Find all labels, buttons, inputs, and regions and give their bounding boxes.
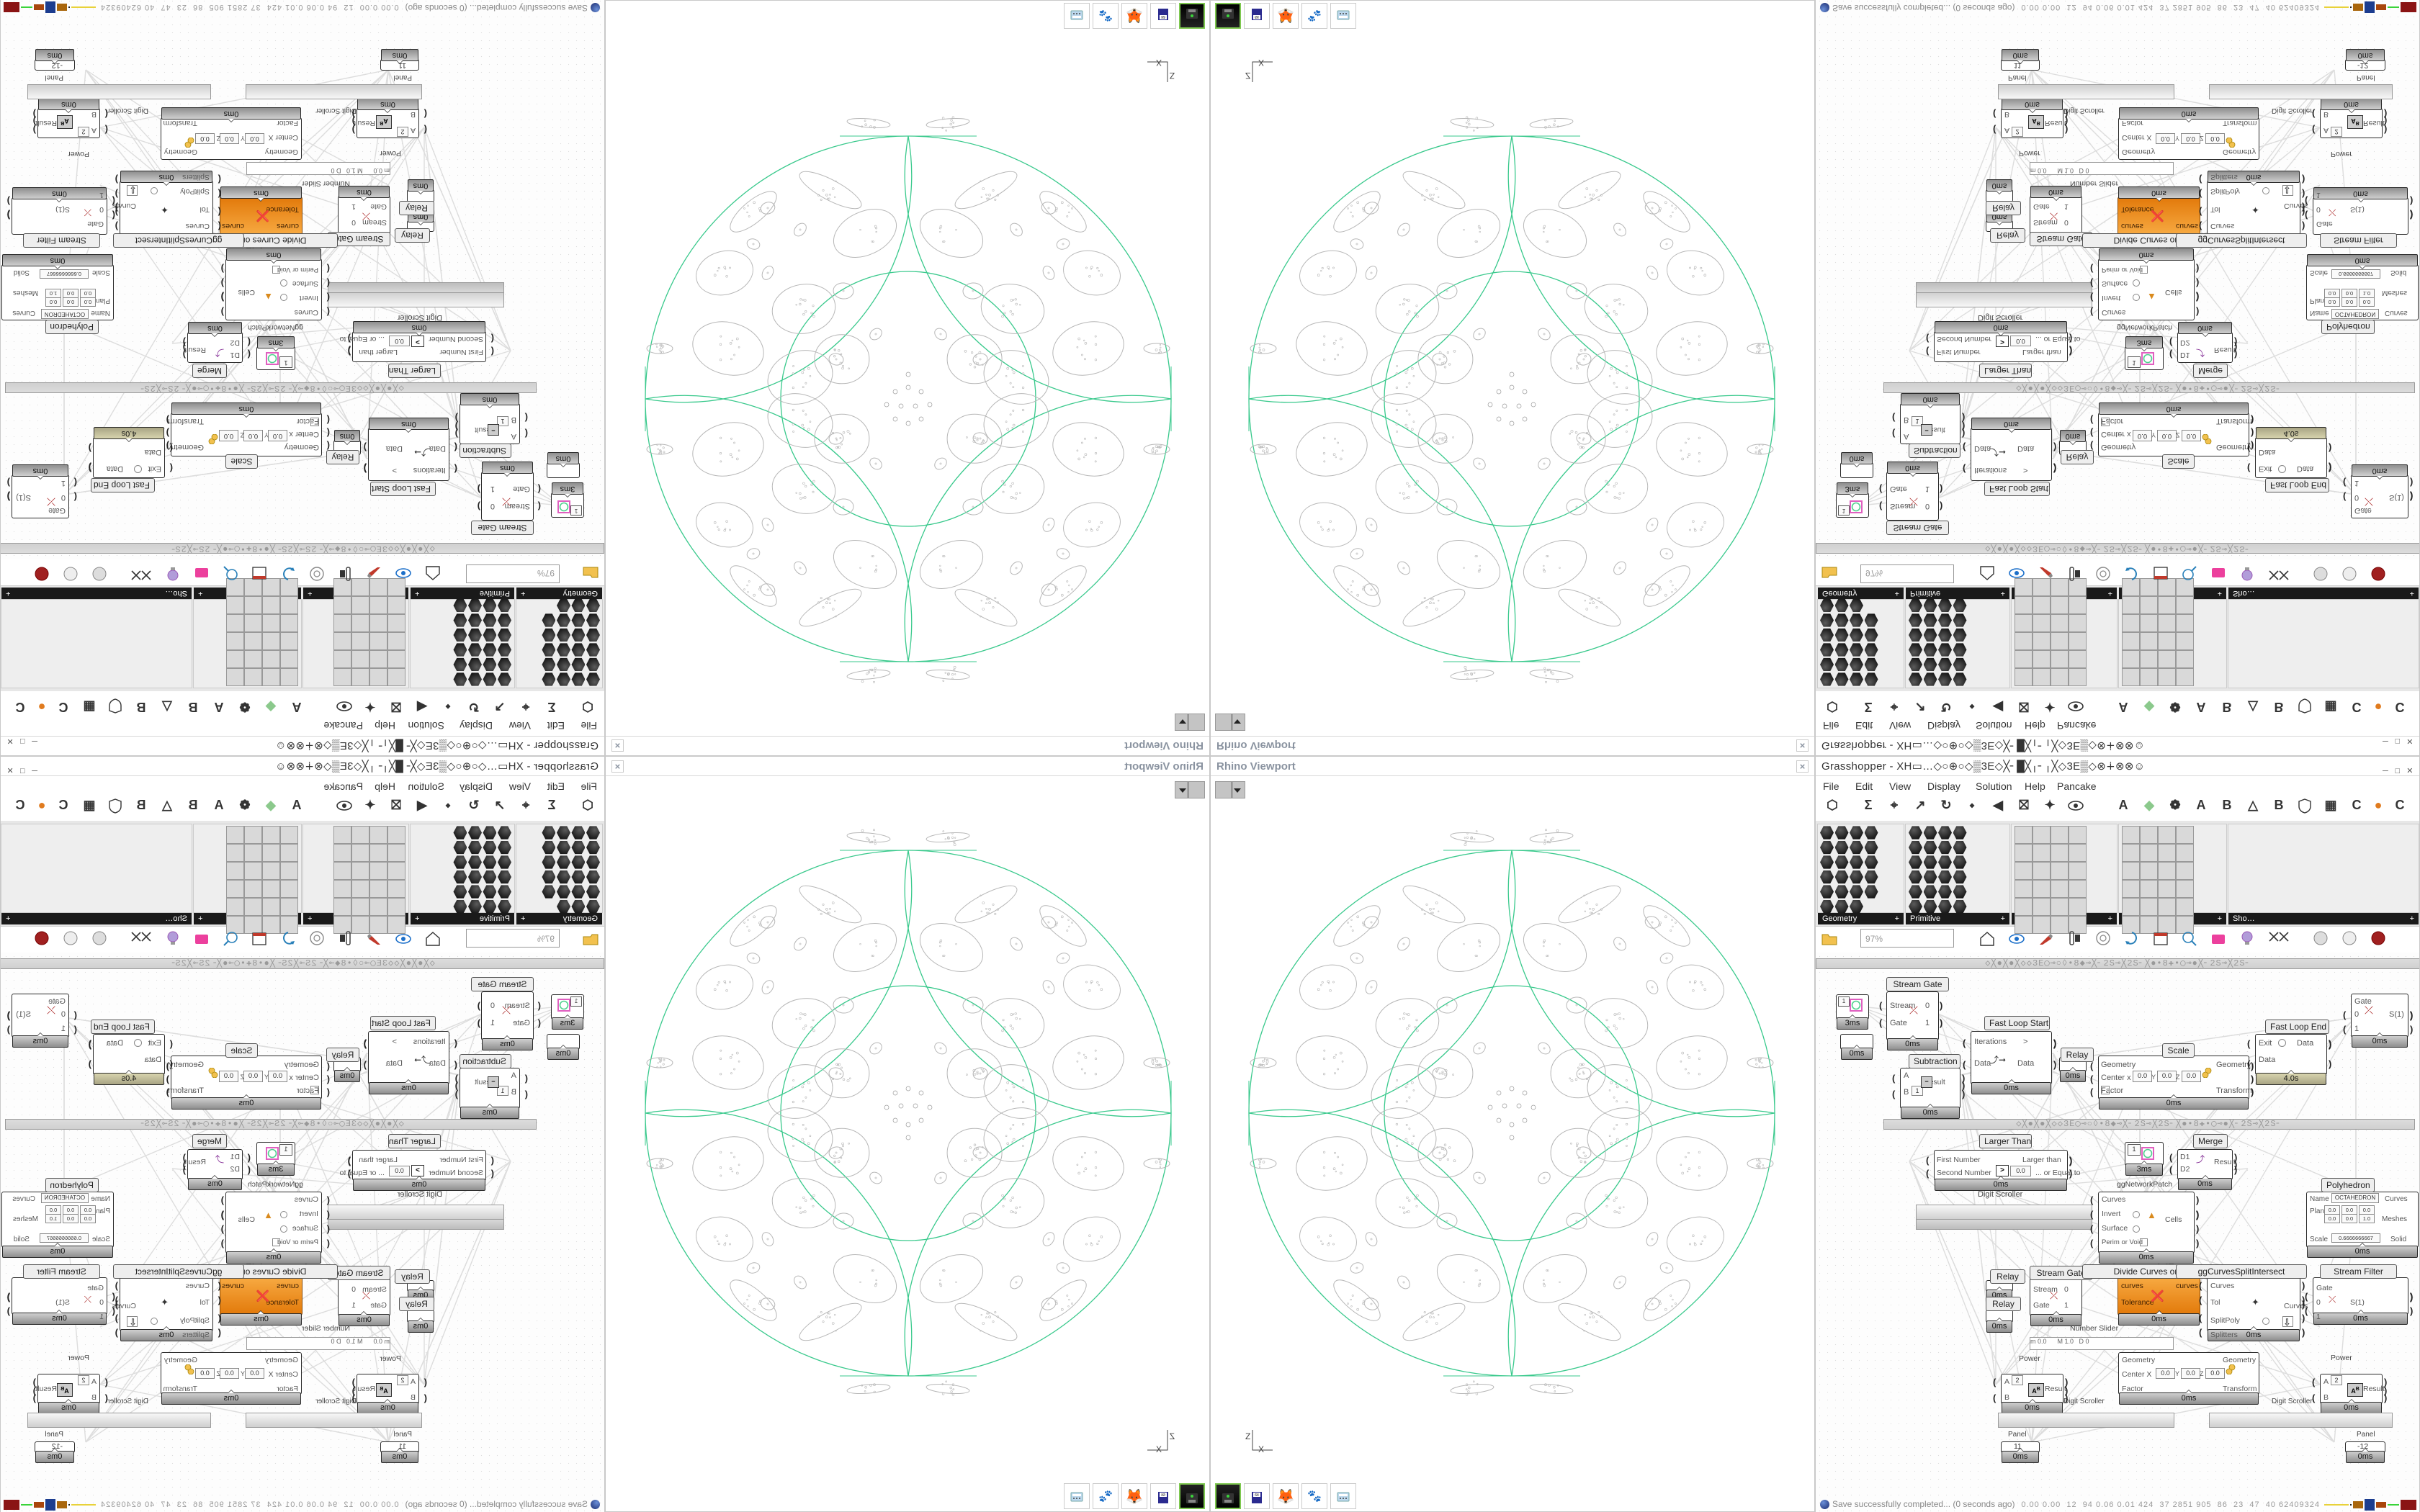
svg-text:64: 64: [1255, 1493, 1259, 1498]
svg-text:64: 64: [1161, 14, 1165, 19]
svg-text:64: 64: [1161, 1493, 1165, 1498]
svg-text:64: 64: [1255, 14, 1259, 19]
